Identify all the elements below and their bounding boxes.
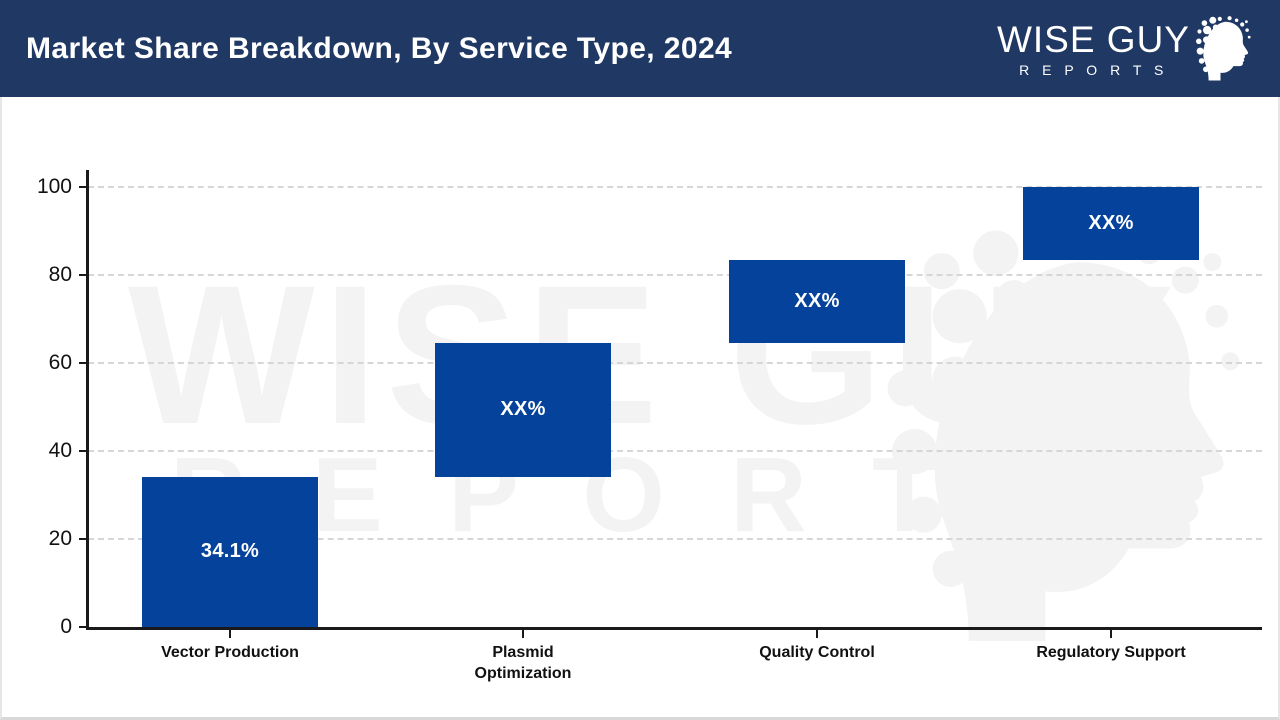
logo-subtitle: R E P O R T S [1019,61,1168,78]
logo-wordmark: WISE GUY [996,18,1190,60]
y-tick-mark [79,362,87,364]
bar-segment: XX% [1023,187,1199,261]
y-tick-mark [79,450,87,452]
bar-value-label: XX% [794,289,840,312]
bar-segment: 34.1% [142,476,318,627]
gridline [88,186,1262,188]
x-category-label: Plasmid Optimization [474,644,572,682]
gridline [88,450,1262,452]
x-tick-mark [522,630,524,638]
bar-segment: XX% [729,260,905,343]
y-tick-mark [79,274,87,276]
y-axis [86,170,89,630]
y-tick-label: 60 [48,351,72,374]
wise-guy-logo: WISE GUY R E P O R T S [997,12,1252,86]
y-tick-label: 80 [48,263,72,286]
y-tick-label: 40 [48,439,72,462]
logo-face-icon [1196,15,1251,81]
bar-value-label: XX% [1088,212,1134,235]
y-tick-mark [79,186,87,188]
y-tick-mark [79,538,87,540]
x-category-label: Regulatory Support [1036,644,1186,661]
y-tick-mark [79,626,87,628]
x-tick-mark [816,630,818,638]
bar-segment: XX% [435,342,611,477]
logo-text: WISE GUY R E P O R T S [997,21,1190,77]
gridline [88,274,1262,276]
x-category-label: Quality Control [759,644,875,661]
x-category-label: Vector Production [161,644,299,661]
x-axis [86,627,1262,630]
bar-value-label: XX% [500,398,546,421]
x-tick-mark [1110,630,1112,638]
bar-value-label: 34.1% [200,540,260,563]
y-tick-label: 20 [48,527,72,550]
x-tick-mark [229,630,231,638]
gridline [88,538,1262,540]
header-bar: Market Share Breakdown, By Service Type,… [0,0,1280,97]
y-tick-label: 100 [36,175,72,198]
y-tick-label: 0 [60,615,72,638]
page-title: Market Share Breakdown, By Service Type,… [26,31,733,65]
gridline [88,362,1262,364]
